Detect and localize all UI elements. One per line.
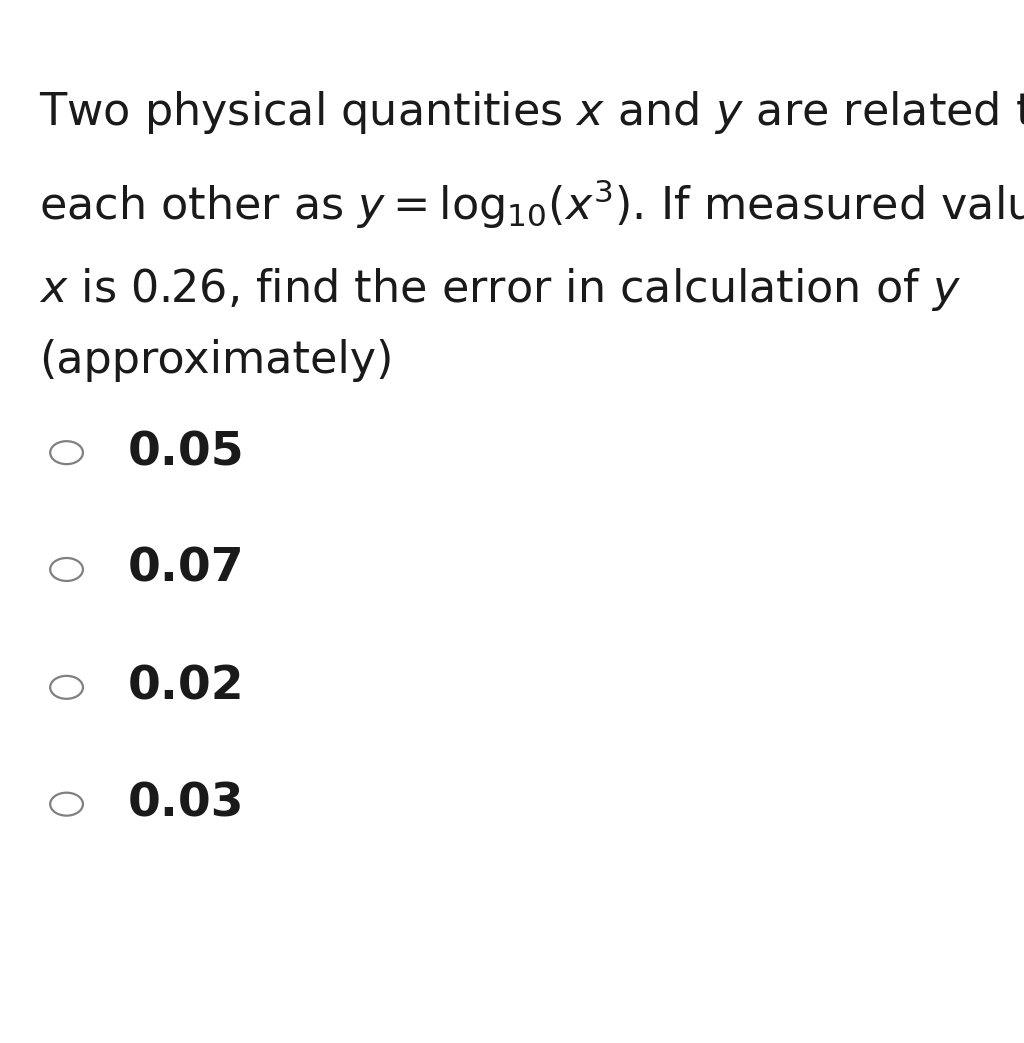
Text: 0.03: 0.03 <box>128 781 245 827</box>
Text: each other as $y = \log_{10}\!\left(x^{3}\right)$. If measured value of: each other as $y = \log_{10}\!\left(x^{3… <box>39 177 1024 231</box>
Text: 0.02: 0.02 <box>128 664 245 710</box>
Text: 0.07: 0.07 <box>128 547 245 592</box>
Text: (approximately): (approximately) <box>39 339 393 382</box>
Text: $x$ is 0.26, find the error in calculation of $y$: $x$ is 0.26, find the error in calculati… <box>39 266 962 313</box>
Text: Two physical quantities $x$ and $y$ are related to: Two physical quantities $x$ and $y$ are … <box>39 89 1024 136</box>
Text: 0.05: 0.05 <box>128 430 245 476</box>
